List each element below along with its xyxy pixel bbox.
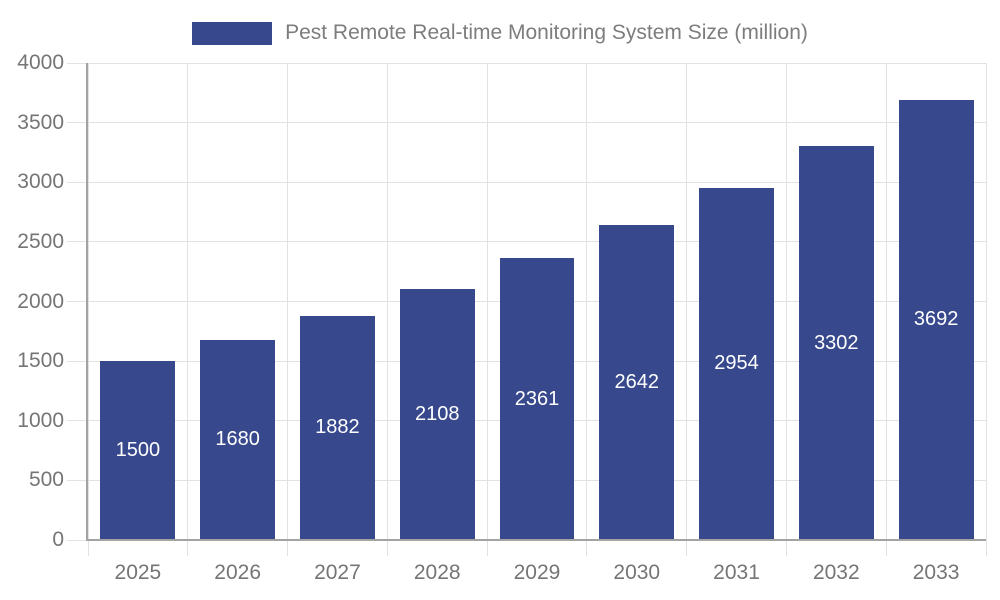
x-gridline xyxy=(187,63,189,556)
y-axis-line xyxy=(86,63,88,540)
y-gridline xyxy=(67,181,986,183)
x-gridline xyxy=(87,63,89,556)
bar-value-label: 2954 xyxy=(714,352,759,375)
bar-value-label: 2361 xyxy=(514,387,560,410)
x-gridline xyxy=(885,63,887,556)
bar[interactable]: 1882 xyxy=(300,315,375,540)
x-gridline xyxy=(386,63,388,556)
y-tick-label: 1000 xyxy=(17,408,64,432)
bar[interactable]: 2361 xyxy=(499,258,575,540)
bar-value-label: 3692 xyxy=(913,308,959,331)
x-tick-label: 2029 xyxy=(513,561,561,584)
x-tick-label: 2026 xyxy=(214,561,261,584)
x-tick-label: 2030 xyxy=(613,561,661,584)
x-tick-label: 2032 xyxy=(812,561,860,584)
legend[interactable]: Pest Remote Real-time Monitoring System … xyxy=(0,20,1000,46)
x-tick-label: 2031 xyxy=(713,561,760,584)
x-gridline xyxy=(785,63,787,556)
y-tick-label: 3500 xyxy=(17,110,64,134)
y-tick-label: 500 xyxy=(28,468,64,492)
bar-value-label: 2642 xyxy=(614,370,660,393)
x-gridline xyxy=(686,63,688,556)
x-axis-line xyxy=(86,539,986,541)
bar-value-label: 3302 xyxy=(814,331,859,354)
y-gridline xyxy=(67,241,986,243)
x-gridline xyxy=(486,63,488,556)
x-gridline xyxy=(287,63,289,556)
bar-value-label: 1680 xyxy=(215,428,260,451)
y-tick-label: 0 xyxy=(52,528,64,551)
y-tick-label: 2000 xyxy=(17,289,64,313)
bar[interactable]: 3302 xyxy=(798,146,874,540)
x-tick-label: 2028 xyxy=(413,561,461,584)
x-tick-label: 2025 xyxy=(114,561,162,584)
bar[interactable]: 2642 xyxy=(599,224,675,540)
bar-value-label: 1882 xyxy=(315,416,360,439)
bar[interactable]: 1680 xyxy=(200,339,276,540)
y-gridline xyxy=(67,62,986,64)
x-tick-label: 2033 xyxy=(912,561,960,584)
legend-swatch-icon xyxy=(192,21,273,45)
y-gridline xyxy=(67,122,986,124)
x-gridline xyxy=(985,63,987,556)
x-tick-label: 2027 xyxy=(314,561,361,584)
y-tick-label: 1500 xyxy=(17,349,64,373)
y-tick-label: 2500 xyxy=(17,229,64,253)
bar-value-label: 1500 xyxy=(115,439,161,462)
y-tick-label: 3000 xyxy=(17,170,64,194)
bar-value-label: 2108 xyxy=(414,402,460,425)
bar[interactable]: 1500 xyxy=(100,361,176,540)
bar[interactable]: 3692 xyxy=(898,99,974,540)
legend-label: Pest Remote Real-time Monitoring System … xyxy=(285,21,808,44)
y-tick-label: 4000 xyxy=(17,51,64,74)
x-gridline xyxy=(586,63,588,556)
bar[interactable]: 2108 xyxy=(399,288,475,540)
bar[interactable]: 2954 xyxy=(699,187,774,540)
